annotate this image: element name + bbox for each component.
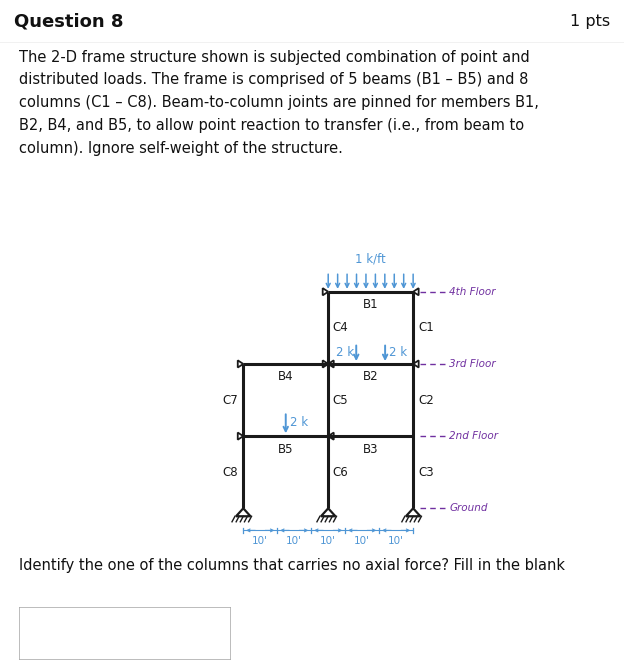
Text: B2: B2 [363, 370, 379, 383]
Text: C1: C1 [418, 321, 434, 335]
Text: 2 k: 2 k [389, 345, 407, 359]
Text: C5: C5 [333, 393, 348, 407]
Text: 10': 10' [320, 536, 336, 546]
Text: 10': 10' [286, 536, 302, 546]
Text: 2 k: 2 k [290, 416, 308, 429]
Text: C4: C4 [333, 321, 348, 335]
Text: 1 k/ft: 1 k/ft [355, 253, 386, 265]
Text: C2: C2 [418, 393, 434, 407]
Text: C3: C3 [418, 466, 434, 479]
Text: 2 k: 2 k [336, 345, 354, 359]
Text: C6: C6 [333, 466, 348, 479]
Text: C7: C7 [222, 393, 238, 407]
Text: Question 8: Question 8 [14, 13, 123, 31]
Text: C8: C8 [223, 466, 238, 479]
Text: 3rd Floor: 3rd Floor [449, 359, 496, 369]
Text: 2nd Floor: 2nd Floor [449, 431, 498, 441]
Text: 10': 10' [354, 536, 370, 546]
Text: Identify the one of the columns that carries no axial force? Fill in the blank: Identify the one of the columns that car… [19, 558, 565, 572]
Text: 1 pts: 1 pts [570, 14, 610, 29]
Text: The 2-D frame structure shown is subjected combination of point and
distributed : The 2-D frame structure shown is subject… [19, 49, 539, 156]
FancyBboxPatch shape [19, 607, 231, 660]
Text: B4: B4 [278, 370, 293, 383]
Text: B3: B3 [363, 442, 378, 456]
Text: 10': 10' [252, 536, 268, 546]
Text: B1: B1 [363, 298, 379, 311]
Text: Ground: Ground [449, 503, 488, 513]
Text: B5: B5 [278, 442, 293, 456]
Text: 4th Floor: 4th Floor [449, 287, 495, 297]
Text: 10': 10' [388, 536, 404, 546]
